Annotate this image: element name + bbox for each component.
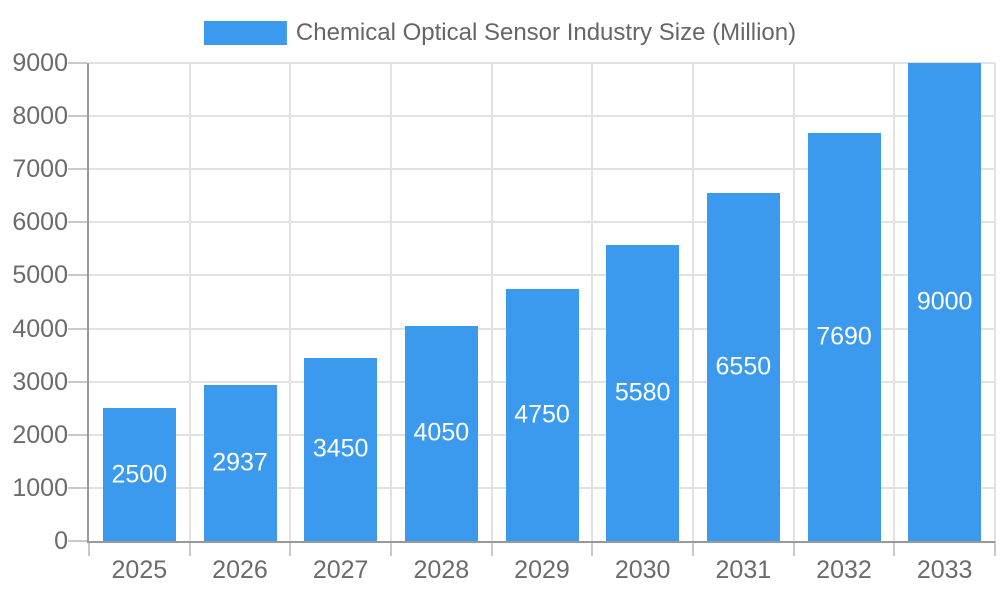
x-axis-tick [994, 541, 996, 556]
y-axis-line [87, 63, 89, 543]
y-axis-label: 9000 [12, 49, 68, 77]
y-axis-label: 1000 [12, 473, 68, 502]
y-gridline [89, 168, 995, 171]
bar-value-label: 7690 [816, 322, 872, 351]
x-axis-label: 2031 [715, 556, 772, 584]
y-axis-label: 2000 [12, 420, 68, 449]
x-axis-tick [289, 541, 292, 556]
x-axis-tick [88, 541, 90, 556]
y-axis-tick [68, 327, 87, 330]
x-axis-tick [792, 541, 795, 556]
y-axis-tick [68, 168, 87, 171]
x-gridline [591, 63, 594, 541]
bar-2031[interactable]: 6550 [706, 193, 780, 541]
x-axis-label: 2025 [111, 556, 168, 584]
x-gridline [994, 63, 996, 541]
x-axis-tick [692, 541, 694, 556]
y-axis-tick [68, 380, 87, 383]
x-gridline [792, 63, 795, 541]
bar-value-label: 4750 [514, 400, 570, 429]
y-axis-tick [68, 221, 87, 224]
bar-value-label: 5580 [614, 378, 671, 407]
x-gridline [893, 63, 896, 541]
y-axis-tick [68, 540, 87, 542]
bar-2033[interactable]: 9000 [908, 63, 982, 541]
y-axis-tick [68, 274, 87, 277]
x-axis-tick [490, 541, 493, 556]
bar-2027[interactable]: 3450 [304, 357, 378, 541]
bar-value-label: 3450 [312, 434, 369, 463]
x-axis-label: 2032 [816, 556, 872, 584]
y-axis-label: 8000 [12, 102, 68, 131]
y-axis-label: 0 [54, 527, 68, 555]
legend-swatch [203, 21, 287, 45]
y-axis-label: 4000 [12, 314, 68, 343]
bar-2025[interactable]: 2500 [102, 408, 176, 541]
y-axis-label: 6000 [12, 208, 68, 237]
x-gridline [692, 63, 694, 541]
x-axis-tick [893, 541, 896, 556]
x-axis-label: 2030 [614, 556, 671, 584]
y-axis-tick [68, 433, 87, 436]
x-axis-label: 2027 [312, 556, 369, 584]
y-axis-tick [68, 62, 87, 64]
x-gridline [188, 63, 191, 541]
bar-2028[interactable]: 4050 [404, 325, 478, 541]
x-axis-tick [591, 541, 594, 556]
legend-label: Chemical Optical Sensor Industry Size (M… [295, 19, 797, 46]
bar-2029[interactable]: 4750 [505, 288, 579, 541]
bar-value-label: 9000 [916, 287, 973, 316]
bar-2030[interactable]: 5580 [606, 244, 680, 541]
legend-item[interactable]: Chemical Optical Sensor Industry Size (M… [203, 19, 797, 47]
bar-value-label: 6550 [715, 352, 772, 381]
x-axis-label: 2029 [514, 556, 570, 584]
bar-2032[interactable]: 7690 [807, 132, 881, 541]
x-axis-tick [390, 541, 392, 556]
y-axis-label: 5000 [12, 261, 68, 290]
x-gridline [289, 63, 292, 541]
y-axis-tick [68, 486, 87, 489]
y-axis-tick [68, 115, 87, 118]
y-axis-label: 3000 [12, 367, 68, 396]
x-axis-label: 2033 [916, 556, 973, 584]
x-axis-tick [188, 541, 191, 556]
bar-2026[interactable]: 2937 [203, 385, 277, 541]
bar-value-label: 4050 [413, 418, 470, 447]
x-axis-label: 2026 [212, 556, 268, 584]
bar-value-label: 2500 [111, 460, 168, 489]
plot-area: 2500 2937 3450 4050 4750 5580 6550 7690 9000 [68, 62, 996, 556]
x-axis-label: 2028 [413, 556, 470, 584]
y-axis-label: 7000 [12, 155, 68, 184]
y-gridline [89, 274, 995, 277]
y-gridline [89, 221, 995, 224]
y-gridline [89, 62, 995, 64]
y-gridline [89, 115, 995, 118]
x-gridline [390, 63, 392, 541]
x-axis-line [87, 541, 995, 543]
bar-value-label: 2937 [212, 448, 268, 477]
x-gridline [490, 63, 493, 541]
